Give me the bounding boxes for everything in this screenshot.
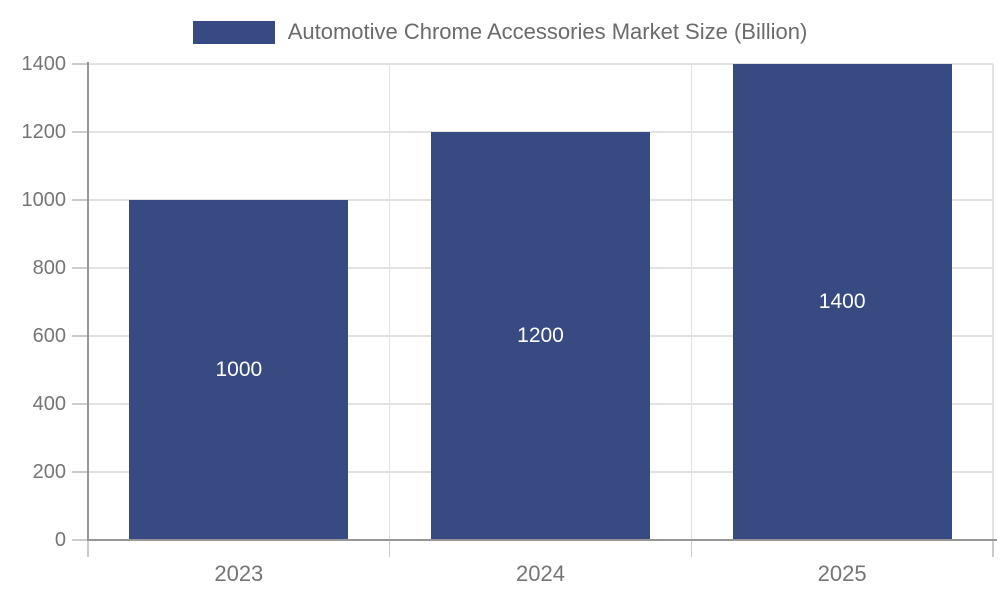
- x-axis-tick: [87, 540, 89, 557]
- legend-label: Automotive Chrome Accessories Market Siz…: [287, 19, 808, 44]
- y-axis-tick: [72, 335, 88, 337]
- y-axis-tick-label: 400: [32, 393, 66, 415]
- y-axis-tick: [72, 539, 88, 541]
- y-axis-line: [87, 62, 89, 540]
- y-axis-tick-label: 1400: [21, 53, 67, 75]
- x-axis-tick-label: 2023: [214, 561, 264, 586]
- bar-value-label: 1000: [215, 358, 263, 381]
- x-axis-tick-label: 2024: [516, 561, 565, 586]
- y-axis-tick-label: 800: [32, 257, 66, 279]
- x-axis-tick: [388, 540, 391, 557]
- legend-swatch: [192, 20, 275, 44]
- x-axis-tick-label: 2025: [817, 561, 867, 586]
- y-axis-tick: [72, 131, 88, 133]
- y-axis-tick: [72, 471, 88, 473]
- y-axis-tick: [72, 63, 88, 65]
- gridline-vertical: [690, 64, 693, 540]
- y-axis-tick-label: 200: [32, 461, 66, 483]
- y-axis-tick-label: 600: [32, 325, 66, 347]
- legend: Automotive Chrome Accessories Market Siz…: [0, 19, 1000, 45]
- y-axis-tick-label: 0: [54, 529, 66, 551]
- x-axis-tick: [992, 540, 994, 557]
- bar: [732, 64, 952, 540]
- bar: [431, 132, 650, 540]
- bar: [129, 200, 349, 540]
- gridline-vertical: [388, 64, 391, 540]
- y-axis-tick-label: 1200: [21, 121, 67, 143]
- y-axis-tick: [72, 267, 88, 269]
- y-axis-tick: [72, 403, 88, 405]
- y-axis-tick: [72, 199, 88, 201]
- bar-value-label: 1400: [818, 290, 866, 313]
- x-axis-line: [87, 539, 997, 541]
- x-axis-tick: [690, 540, 693, 557]
- y-axis-tick-label: 1000: [21, 189, 67, 211]
- gridline-horizontal: [88, 63, 993, 65]
- bar-value-label: 1200: [517, 324, 564, 347]
- plot-right-border: [992, 64, 994, 540]
